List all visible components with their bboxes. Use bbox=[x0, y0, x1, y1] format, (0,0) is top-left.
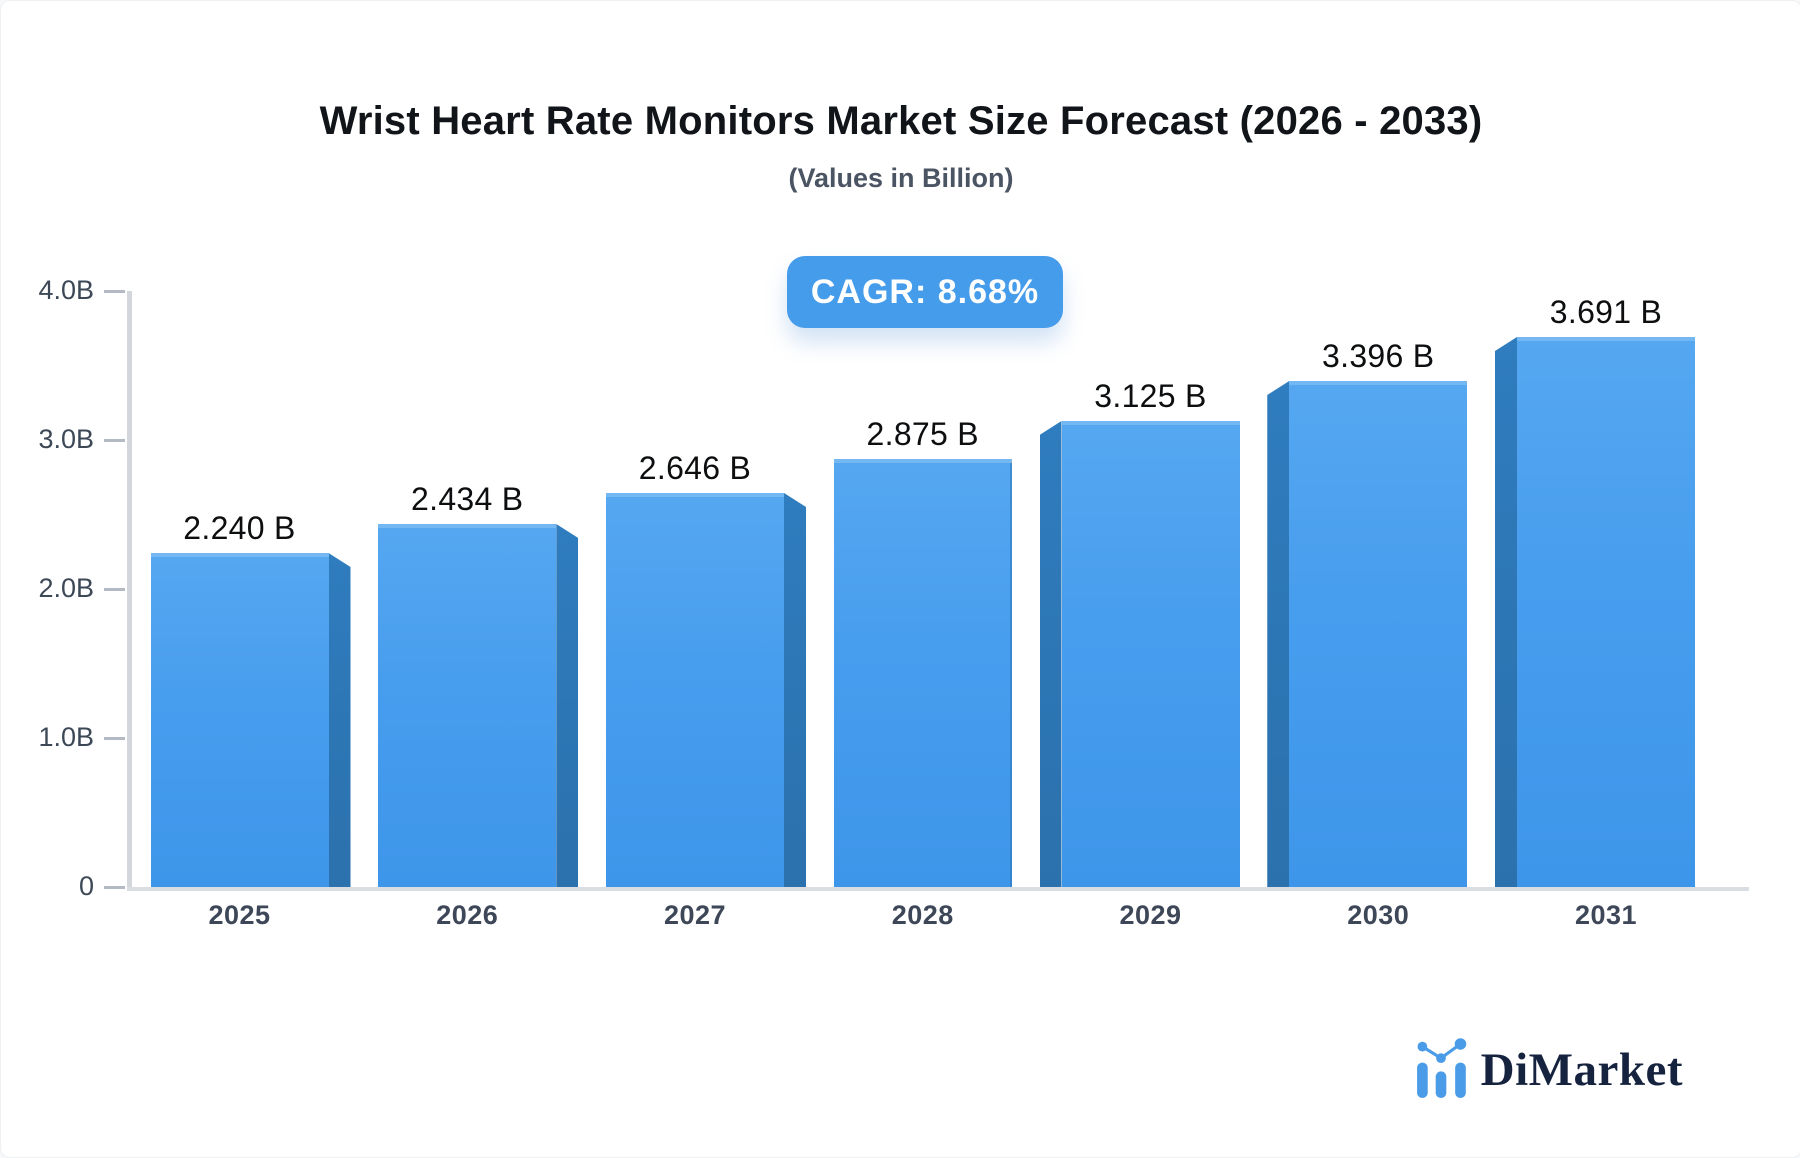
y-tick-label-0: 0 bbox=[78, 871, 94, 901]
x-axis-label-2027: 2027 bbox=[663, 900, 727, 930]
y-tick-label-2.0B: 2.0B bbox=[38, 573, 94, 603]
bar-value-label-2029: 3.125 B bbox=[1094, 378, 1207, 414]
bar-value-label-2025: 2.240 B bbox=[183, 510, 296, 546]
x-axis-label-2028: 2028 bbox=[891, 900, 954, 930]
y-tick-label-1.0B: 1.0B bbox=[38, 722, 94, 752]
x-axis-label-2025: 2025 bbox=[208, 900, 271, 930]
x-axis-label-2031: 2031 bbox=[1574, 900, 1638, 930]
bar-2031-side-shadow bbox=[1495, 337, 1517, 887]
bar-2029[interactable] bbox=[1061, 421, 1240, 887]
y-tick-mark bbox=[104, 737, 125, 740]
y-tick-label-4.0B: 4.0B bbox=[38, 275, 94, 305]
chart-subtitle: (Values in Billion) bbox=[788, 163, 1014, 193]
bar-2025-side-shadow bbox=[328, 553, 351, 887]
bar-value-label-2026: 2.434 B bbox=[411, 481, 524, 517]
cagr-badge-label: CAGR: 8.68% bbox=[810, 272, 1040, 311]
brand-logo: DiMarket bbox=[1414, 1036, 1683, 1103]
x-axis-label-2026: 2026 bbox=[436, 900, 499, 930]
bar-2030-side-shadow bbox=[1267, 381, 1290, 887]
bar-2027-side-shadow bbox=[784, 493, 806, 887]
y-tick-mark bbox=[104, 588, 125, 591]
bar-value-label-2031: 3.691 B bbox=[1549, 294, 1663, 330]
y-axis-line bbox=[127, 291, 132, 889]
y-tick-mark bbox=[104, 886, 125, 889]
cagr-badge: CAGR: 8.68% bbox=[787, 256, 1063, 328]
bar-2027[interactable] bbox=[606, 493, 784, 887]
y-tick-mark bbox=[104, 439, 125, 442]
bar-value-label-2030: 3.396 B bbox=[1322, 338, 1435, 374]
bar-2030[interactable] bbox=[1289, 381, 1468, 887]
brand-name: DiMarket bbox=[1480, 1043, 1683, 1096]
bar-2029-side-shadow bbox=[1039, 421, 1062, 887]
y-tick-label-3.0B: 3.0B bbox=[38, 424, 94, 454]
bar-2026[interactable] bbox=[378, 524, 557, 887]
bar-2026-side-shadow bbox=[556, 524, 579, 887]
bar-chart-logo-icon bbox=[1414, 1036, 1468, 1103]
x-axis-line bbox=[127, 887, 1749, 891]
bar-2031[interactable] bbox=[1517, 337, 1695, 887]
bar-value-label-2028: 2.875 B bbox=[866, 416, 979, 452]
bar-value-label-2027: 2.646 B bbox=[638, 450, 752, 486]
y-tick-mark bbox=[104, 290, 125, 293]
bar-2028[interactable] bbox=[833, 459, 1012, 887]
bar-2025[interactable] bbox=[150, 553, 329, 887]
x-axis-label-2029: 2029 bbox=[1119, 900, 1182, 930]
chart-title: Wrist Heart Rate Monitors Market Size Fo… bbox=[319, 99, 1483, 143]
x-axis-label-2030: 2030 bbox=[1347, 900, 1410, 930]
